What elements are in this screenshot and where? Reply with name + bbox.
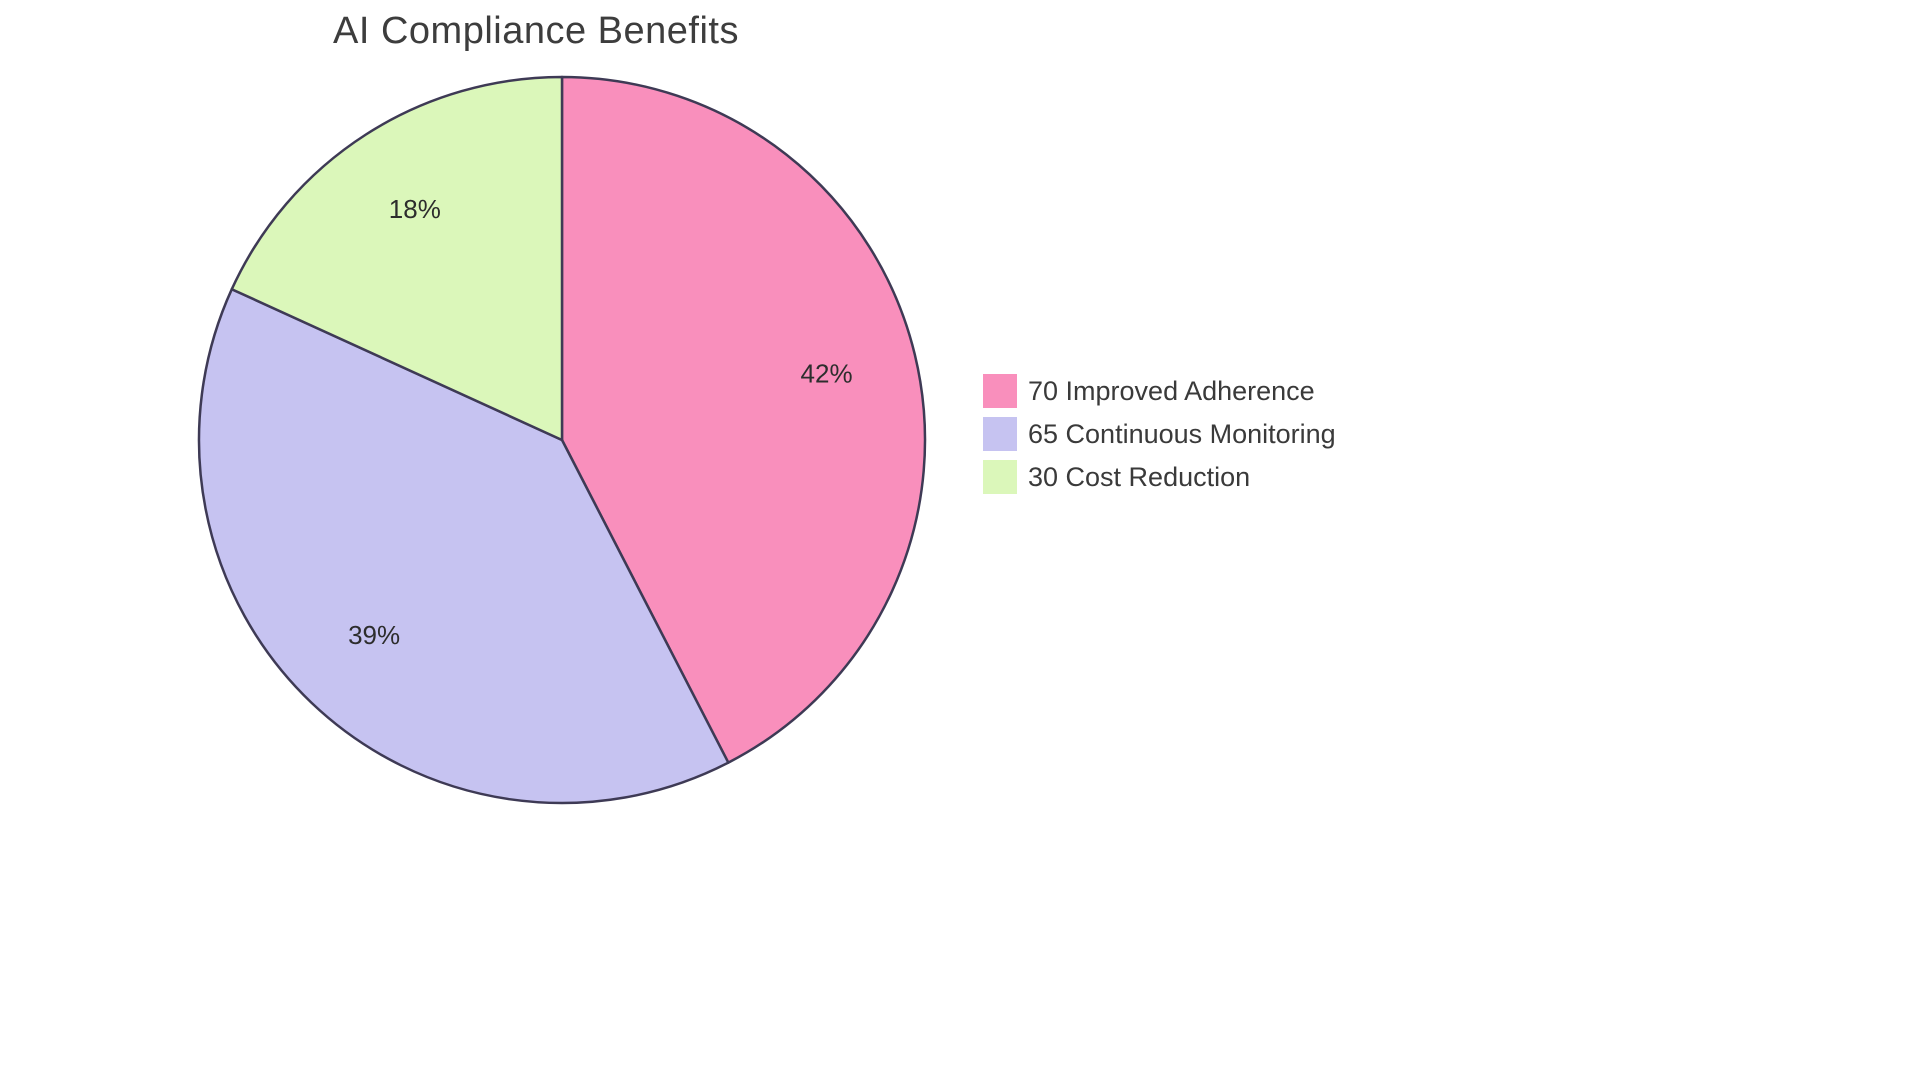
pie-percent-label-continuous-monitoring: 39%	[348, 620, 400, 650]
legend-swatch-cost-reduction	[983, 460, 1017, 494]
pie-percent-label-improved-adherence: 42%	[801, 359, 853, 389]
legend-swatch-improved-adherence	[983, 374, 1017, 408]
pie-percent-label-cost-reduction: 18%	[389, 194, 441, 224]
pie-slice-continuous-monitoring[interactable]	[197, 287, 730, 805]
chart-title: AI Compliance Benefits	[333, 10, 739, 52]
pie-slice-cost-reduction[interactable]	[230, 75, 564, 442]
legend-label-continuous-monitoring: 65 Continuous Monitoring	[1028, 418, 1336, 449]
pie-slice-improved-adherence[interactable]	[560, 75, 927, 764]
legend-item-cost-reduction[interactable]: 30 Cost Reduction	[983, 460, 1336, 494]
legend-swatch-continuous-monitoring	[983, 417, 1017, 451]
legend-label-improved-adherence: 70 Improved Adherence	[1028, 375, 1315, 406]
legend-label-cost-reduction: 30 Cost Reduction	[1028, 461, 1251, 492]
legend-item-continuous-monitoring[interactable]: 65 Continuous Monitoring	[983, 417, 1336, 451]
legend: 70 Improved Adherence 65 Continuous Monit…	[983, 374, 1336, 494]
legend-item-improved-adherence[interactable]: 70 Improved Adherence	[983, 374, 1336, 408]
